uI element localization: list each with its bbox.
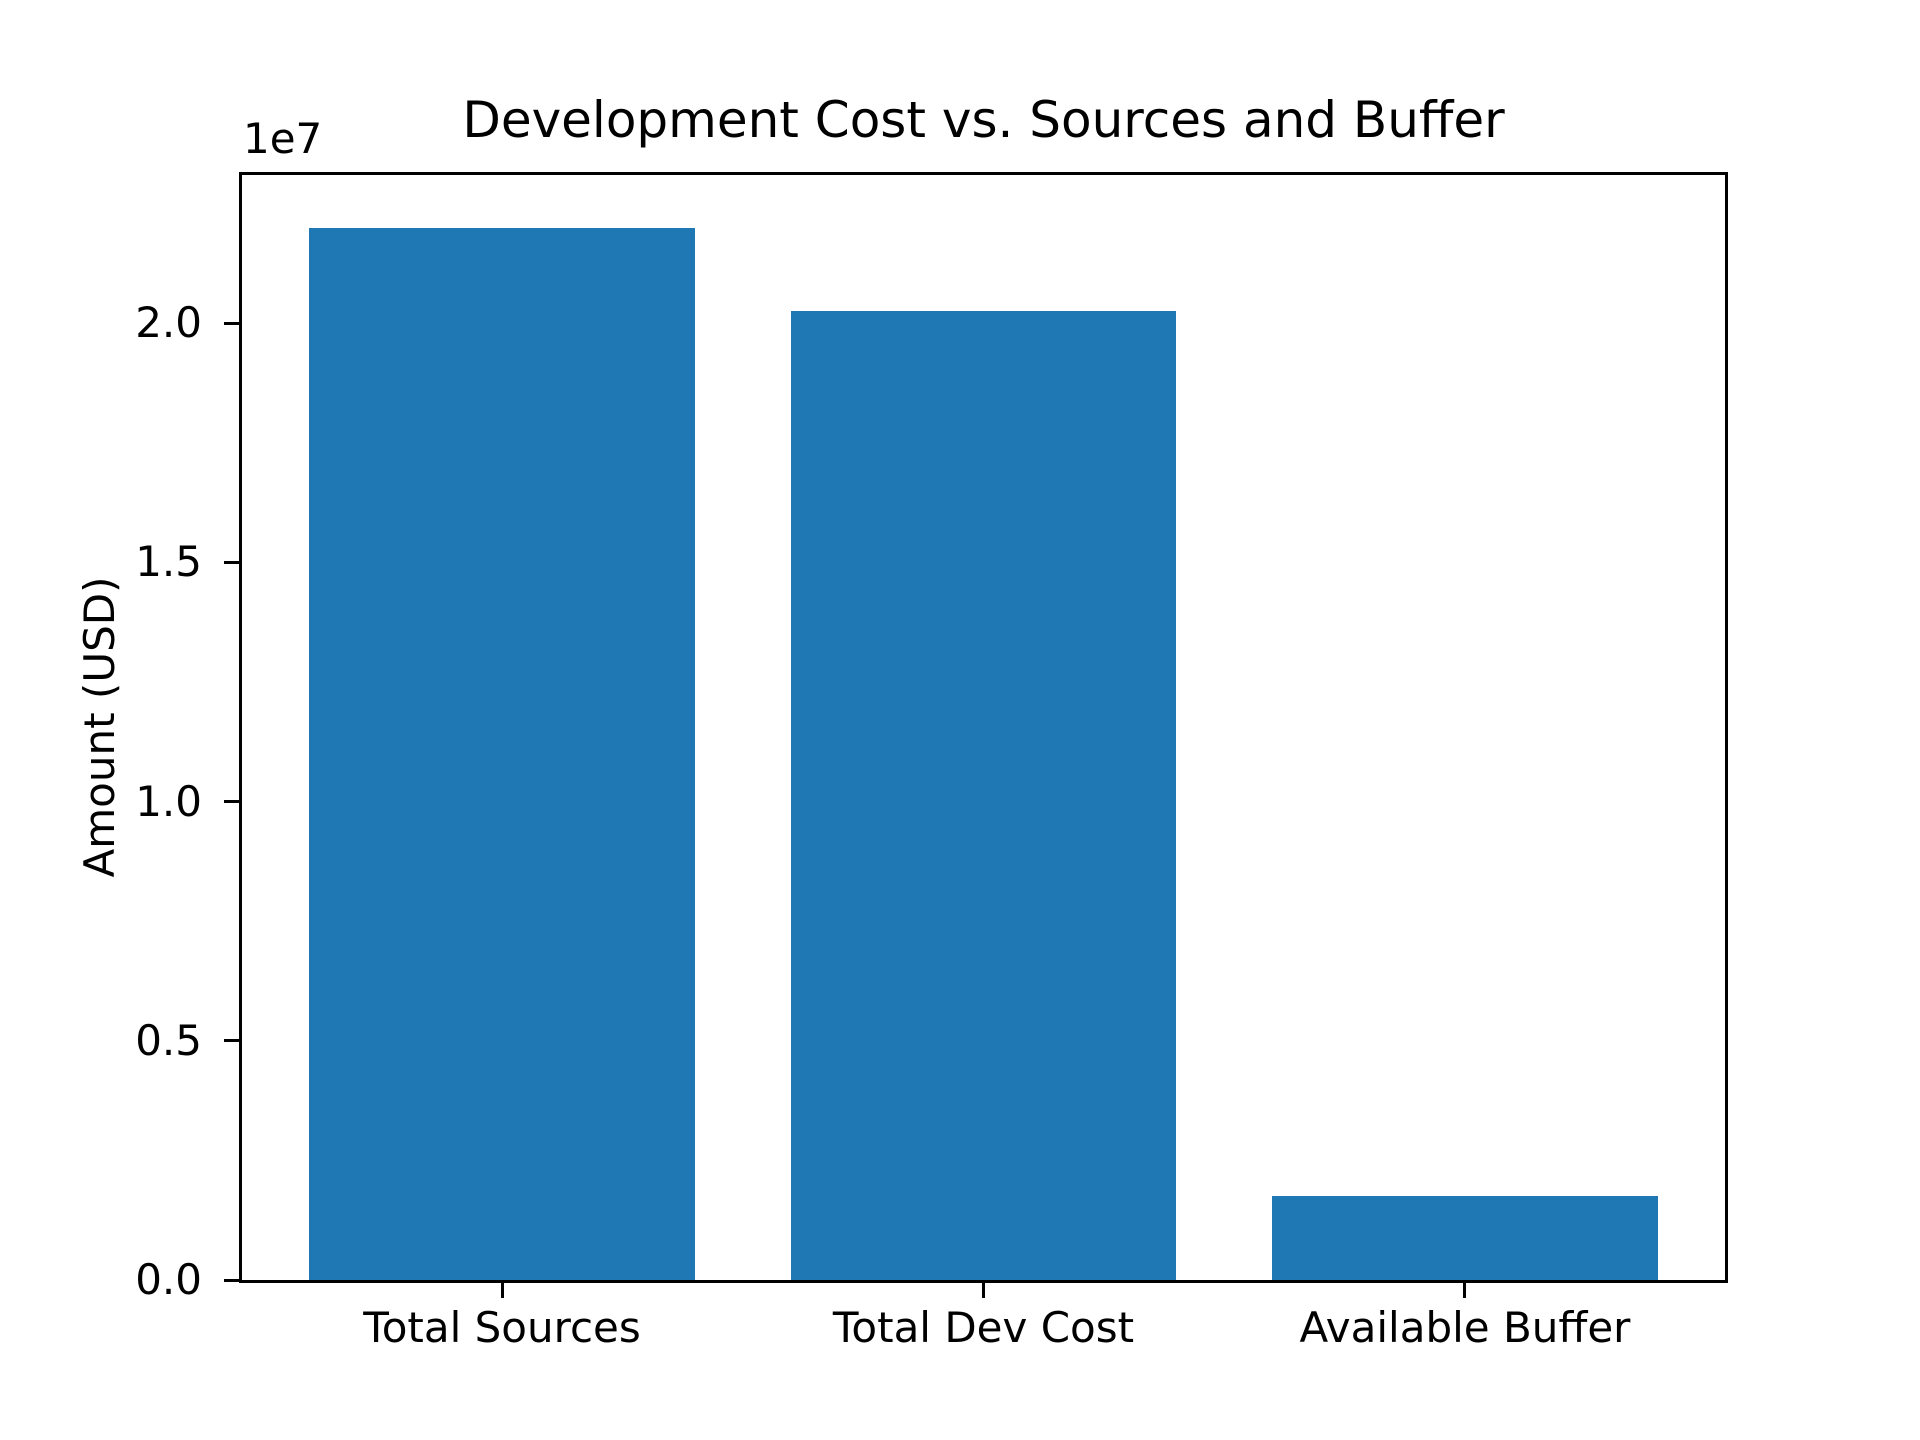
- y-tick-label-0.0: 0.0: [135, 1255, 202, 1304]
- bar-available-buffer: [1272, 1196, 1658, 1280]
- y-tick-mark: [224, 800, 239, 804]
- y-tick-mark: [224, 1039, 239, 1043]
- x-tick-mark: [1463, 1283, 1467, 1298]
- x-tick-mark: [500, 1283, 504, 1298]
- bar-total-dev-cost: [790, 311, 1177, 1280]
- y-tick-mark: [224, 321, 239, 325]
- x-tick-label-available-buffer: Available Buffer: [1299, 1303, 1631, 1352]
- y-axis-label: Amount (USD): [75, 576, 124, 878]
- y-tick-mark: [224, 560, 239, 564]
- plot-area: Total Sources Total Dev Cost Available Buf…: [135, 172, 1728, 1349]
- y-tick-label-2.0: 2.0: [135, 298, 202, 348]
- y-tick-mark: [224, 1278, 239, 1282]
- y-axis-offset-text: 1e7: [243, 114, 323, 163]
- y-tick-label-0.5: 0.5: [135, 1015, 202, 1065]
- y-tick-label-1.5: 1.5: [135, 537, 202, 587]
- bar-total-sources: [309, 227, 695, 1280]
- x-tick-mark: [982, 1283, 985, 1298]
- x-tick-label-total-sources: Total Sources: [363, 1303, 641, 1352]
- y-tick-label-1.0: 1.0: [135, 776, 202, 826]
- x-tick-label-total-dev-cost: Total Dev Cost: [832, 1303, 1135, 1352]
- chart-title: Development Cost vs. Sources and Buffer: [462, 91, 1505, 149]
